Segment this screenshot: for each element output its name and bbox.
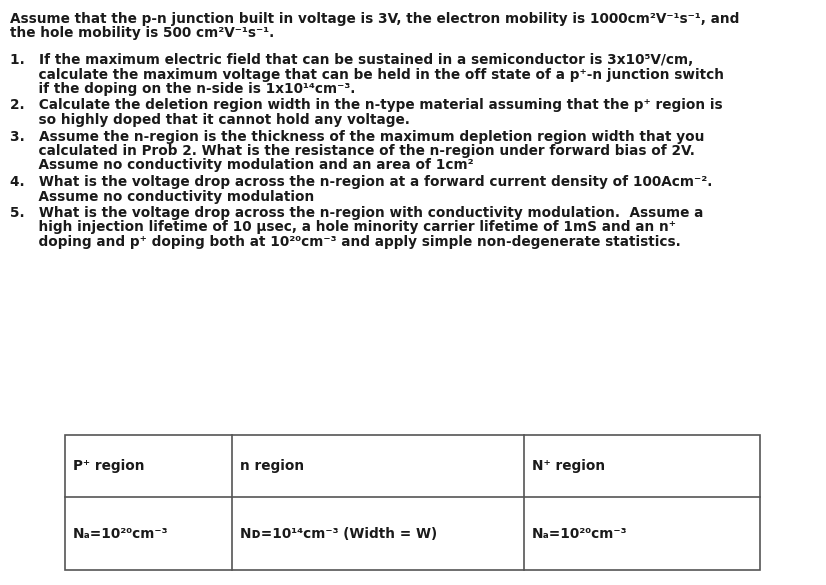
Text: Nᴅ=10¹⁴cm⁻³ (Width = W): Nᴅ=10¹⁴cm⁻³ (Width = W) [240,526,437,541]
Bar [65,435,760,570]
Text: 2.   Calculate the deletion region width in the n-type material assuming that th: 2. Calculate the deletion region width i… [10,98,723,112]
Text: Nₐ=10²⁰cm⁻³: Nₐ=10²⁰cm⁻³ [532,526,627,541]
Text: high injection lifetime of 10 μsec, a hole minority carrier lifetime of 1mS and : high injection lifetime of 10 μsec, a ho… [10,221,676,235]
Text: Nₐ=10²⁰cm⁻³: Nₐ=10²⁰cm⁻³ [73,526,169,541]
Text: P⁺ region: P⁺ region [73,459,145,473]
Text: Assume that the p-n junction built in voltage is 3V, the electron mobility is 10: Assume that the p-n junction built in vo… [10,12,739,26]
Text: doping and p⁺ doping both at 10²⁰cm⁻³ and apply simple non-degenerate statistics: doping and p⁺ doping both at 10²⁰cm⁻³ an… [10,235,681,249]
Text: n region: n region [240,459,304,473]
Text: calculate the maximum voltage that can be held in the off state of a p⁺-n juncti: calculate the maximum voltage that can b… [10,67,724,81]
Text: Assume no conductivity modulation and an area of 1cm²: Assume no conductivity modulation and an… [10,159,473,173]
Text: 4.   What is the voltage drop across the n-region at a forward current density o: 4. What is the voltage drop across the n… [10,175,712,189]
Text: the hole mobility is 500 cm²V⁻¹s⁻¹.: the hole mobility is 500 cm²V⁻¹s⁻¹. [10,26,274,40]
Text: if the doping on the n-side is 1x10¹⁴cm⁻³.: if the doping on the n-side is 1x10¹⁴cm⁻… [10,82,355,96]
Text: so highly doped that it cannot hold any voltage.: so highly doped that it cannot hold any … [10,113,410,127]
Text: calculated in Prob 2. What is the resistance of the n-region under forward bias : calculated in Prob 2. What is the resist… [10,144,695,158]
Text: Assume no conductivity modulation: Assume no conductivity modulation [10,190,314,204]
Text: N⁺ region: N⁺ region [532,459,605,473]
Text: 3.   Assume the n-region is the thickness of the maximum depletion region width : 3. Assume the n-region is the thickness … [10,129,705,143]
Text: 1.   If the maximum electric field that can be sustained in a semiconductor is 3: 1. If the maximum electric field that ca… [10,53,693,67]
Text: 5.   What is the voltage drop across the n-region with conductivity modulation. : 5. What is the voltage drop across the n… [10,206,704,220]
